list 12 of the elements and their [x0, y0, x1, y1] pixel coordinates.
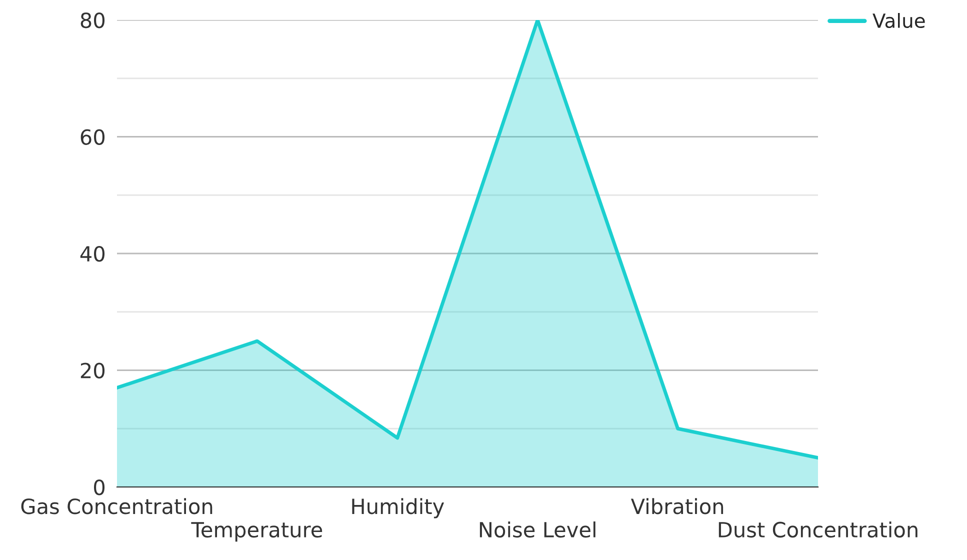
y-tick-label: 20 — [80, 362, 105, 378]
y-tick-label: 60 — [80, 129, 105, 145]
x-tick-label: Vibration — [630, 498, 724, 514]
y-tick-label: 40 — [80, 246, 105, 262]
y-tick-label: 0 — [94, 479, 105, 496]
x-tick-label: Humidity — [352, 498, 444, 518]
x-tick-label: Dust Concentration — [718, 521, 918, 538]
x-tick-label: Gas Concentration — [21, 498, 212, 514]
y-tick-label: 80 — [80, 12, 105, 28]
x-tick-label: Noise Level — [480, 521, 596, 538]
legend-label: Value — [872, 12, 925, 28]
x-tick-label: Temperature — [191, 522, 322, 542]
